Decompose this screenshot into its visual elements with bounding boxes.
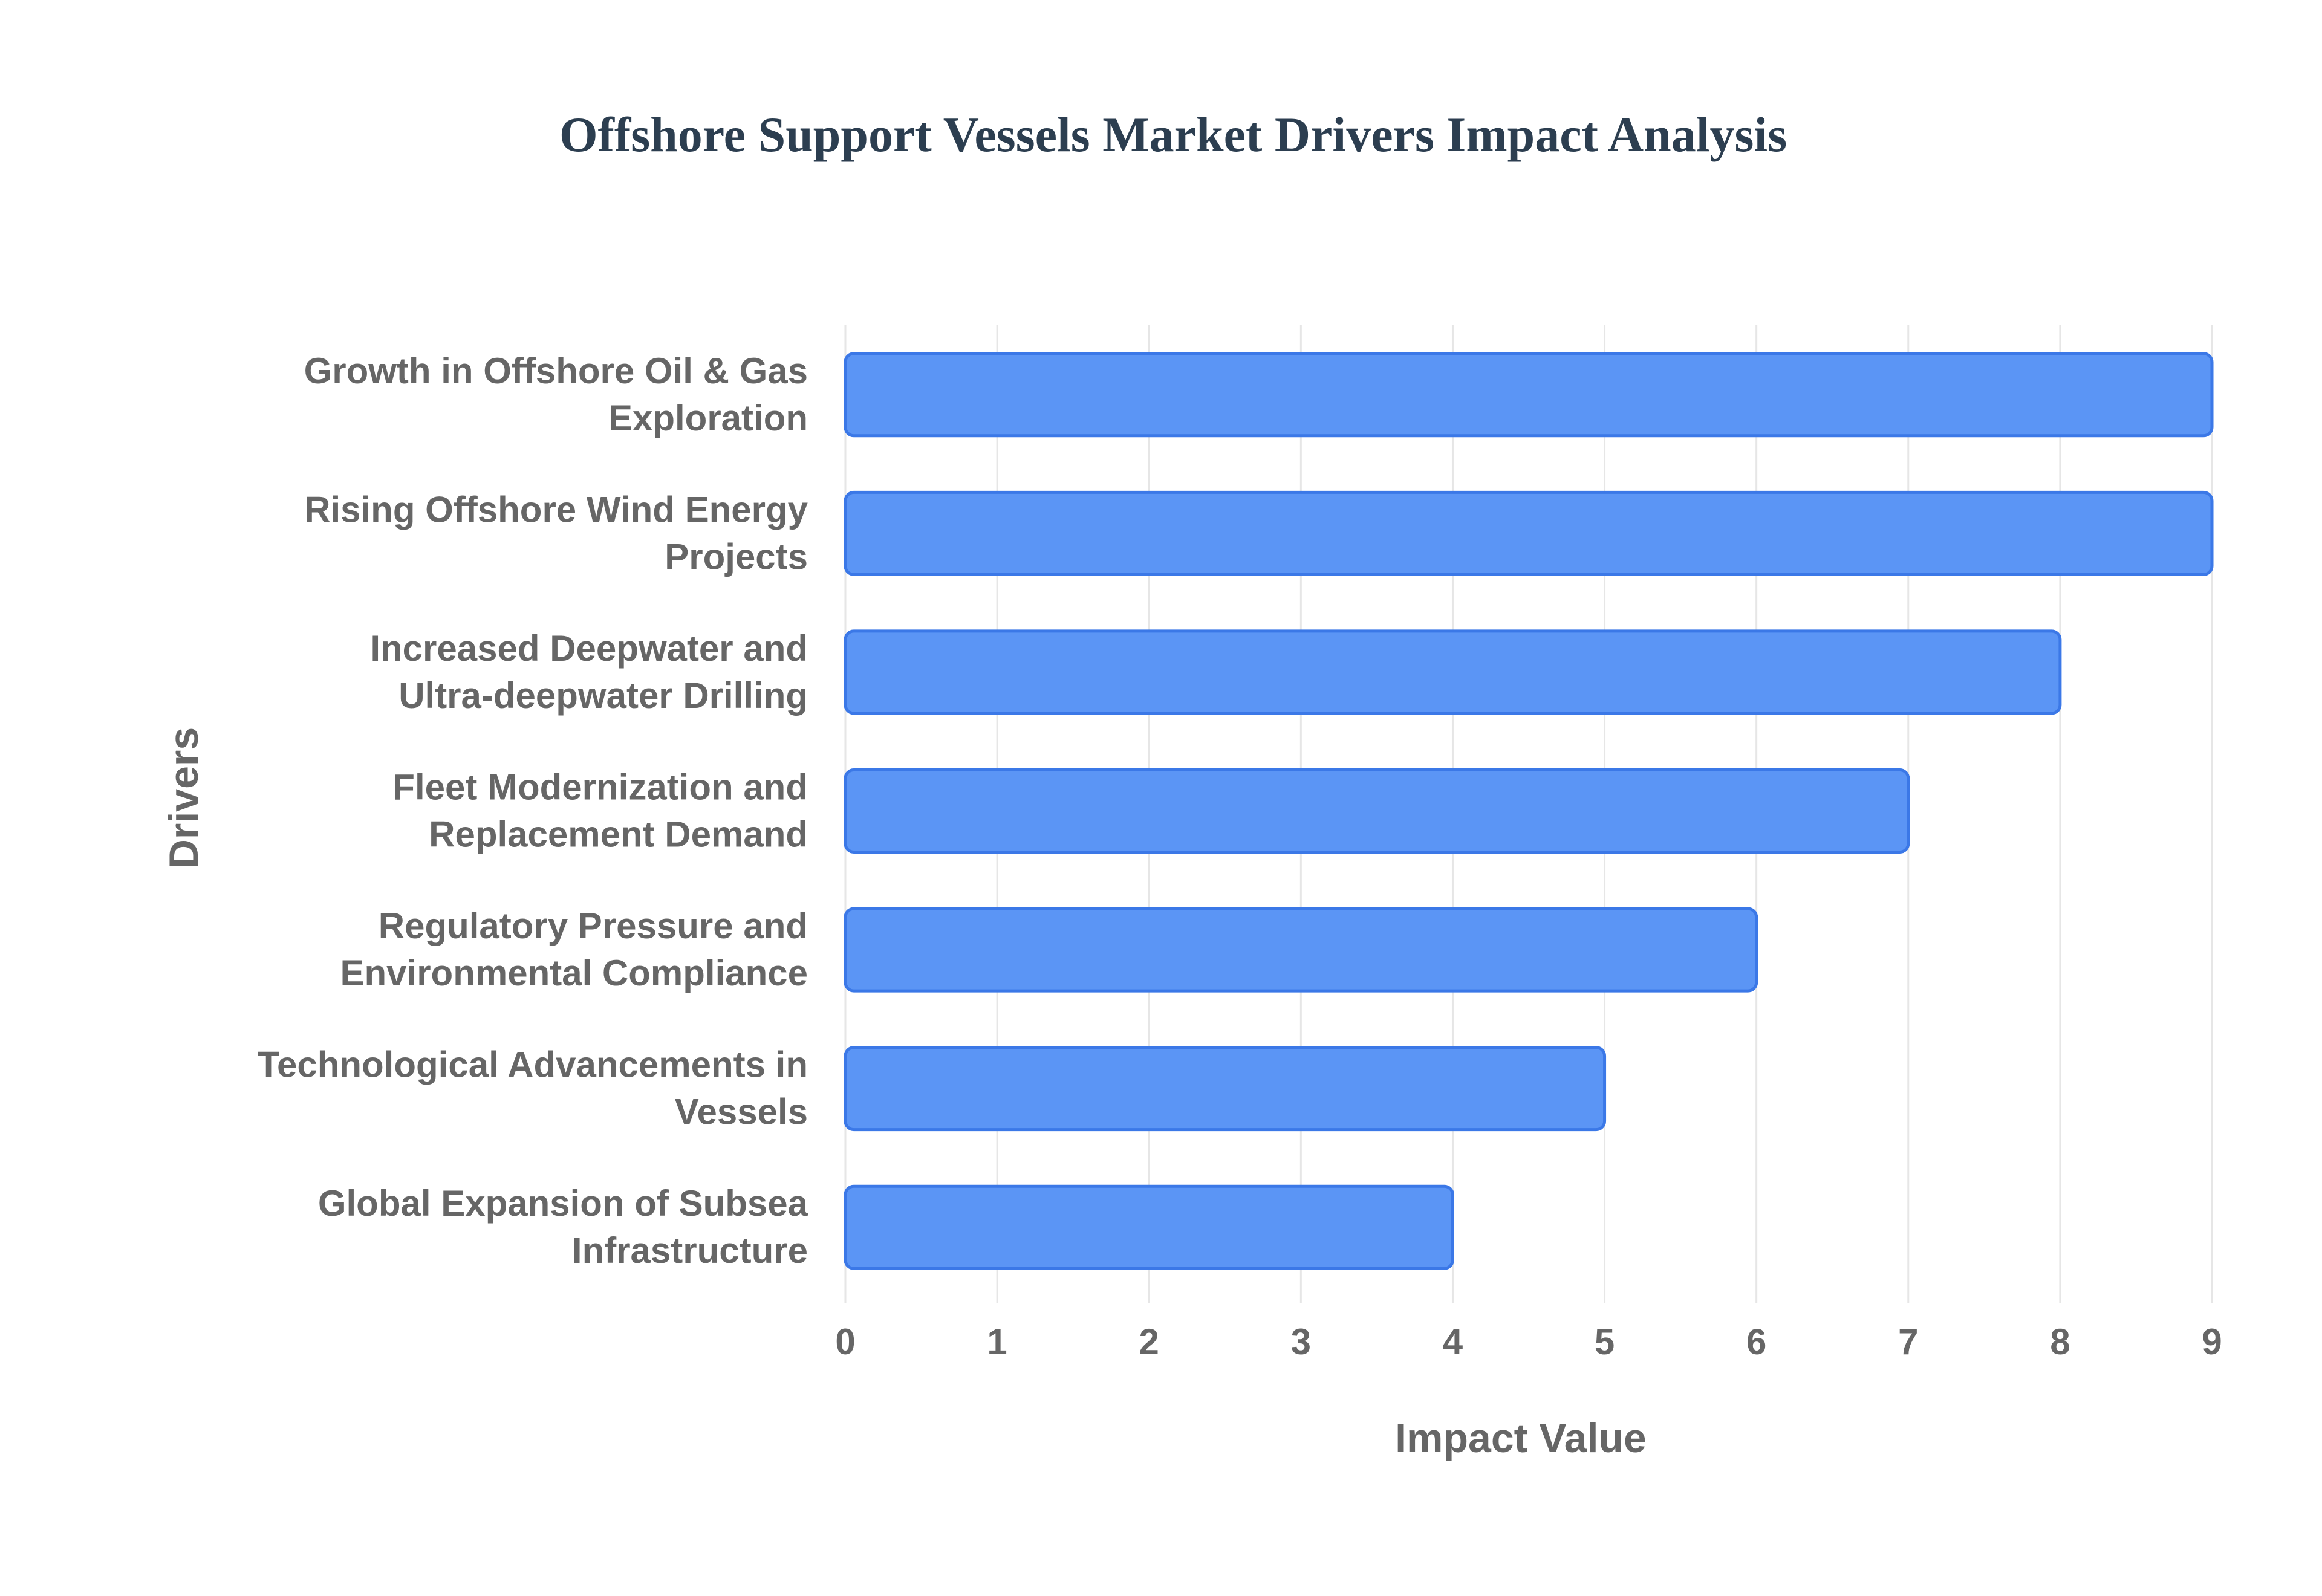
- y-tick-label-line: Rising Offshore Wind Energy: [304, 489, 808, 530]
- x-tick-labels: 0 1 2 3 4 5 6 7 8 9: [835, 1322, 2222, 1362]
- y-tick-label-line: Infrastructure: [572, 1230, 808, 1271]
- x-tick-label-8: 8: [2050, 1322, 2070, 1362]
- y-tick-label-line: Growth in Offshore Oil & Gas: [304, 351, 808, 391]
- y-tick-label-2: Rising Offshore Wind Energy Projects: [304, 489, 808, 577]
- bar-5: [844, 907, 1758, 993]
- y-tick-label-5: Regulatory Pressure and Environmental Com…: [340, 906, 808, 993]
- y-tick-label-1: Growth in Offshore Oil & Gas Exploration: [304, 351, 808, 438]
- x-tick-label-9: 9: [2202, 1322, 2222, 1362]
- x-tick-label-1: 1: [987, 1322, 1007, 1362]
- x-tick-label-3: 3: [1291, 1322, 1311, 1362]
- bar-2: [844, 490, 2214, 576]
- y-tick-label-line: Exploration: [608, 398, 808, 438]
- x-tick-label-4: 4: [1443, 1322, 1463, 1362]
- bars: [844, 352, 2214, 1270]
- bar-7: [844, 1184, 1454, 1270]
- y-tick-label-line: Fleet Modernization and: [392, 767, 808, 808]
- y-tick-label-line: Technological Advancements in: [258, 1045, 808, 1085]
- x-tick-label-5: 5: [1595, 1322, 1615, 1362]
- y-tick-label-line: Global Expansion of Subsea: [318, 1183, 808, 1224]
- y-tick-label-line: Vessels: [675, 1092, 808, 1132]
- y-tick-label-4: Fleet Modernization and Replacement Deman…: [392, 767, 808, 855]
- y-tick-label-line: Increased Deepwater and: [370, 628, 808, 669]
- bar-1: [844, 352, 2214, 438]
- bar-6: [844, 1046, 1607, 1132]
- y-tick-label-line: Replacement Demand: [429, 814, 808, 855]
- x-tick-label-2: 2: [1139, 1322, 1159, 1362]
- bar-3: [844, 629, 2062, 715]
- x-tick-label-6: 6: [1746, 1322, 1766, 1362]
- y-tick-label-7: Global Expansion of Subsea Infrastructure: [318, 1183, 808, 1271]
- x-tick-label-7: 7: [1898, 1322, 1918, 1362]
- y-tick-label-line: Projects: [665, 536, 808, 577]
- y-tick-label-3: Increased Deepwater and Ultra-deepwater D…: [370, 628, 808, 716]
- y-tick-label-line: Regulatory Pressure and: [379, 906, 808, 946]
- y-tick-label-6: Technological Advancements in Vessels: [258, 1045, 808, 1132]
- y-axis-title: Drivers: [161, 727, 207, 869]
- y-tick-label-line: Ultra-deepwater Drilling: [398, 675, 808, 716]
- y-tick-labels: Growth in Offshore Oil & Gas Exploration R…: [258, 351, 808, 1271]
- chart-title: Offshore Support Vessels Market Drivers …: [559, 107, 1787, 162]
- x-tick-label-0: 0: [835, 1322, 855, 1362]
- bar-4: [844, 768, 1910, 854]
- x-axis-title: Impact Value: [1395, 1415, 1647, 1461]
- y-tick-label-line: Environmental Compliance: [340, 953, 808, 993]
